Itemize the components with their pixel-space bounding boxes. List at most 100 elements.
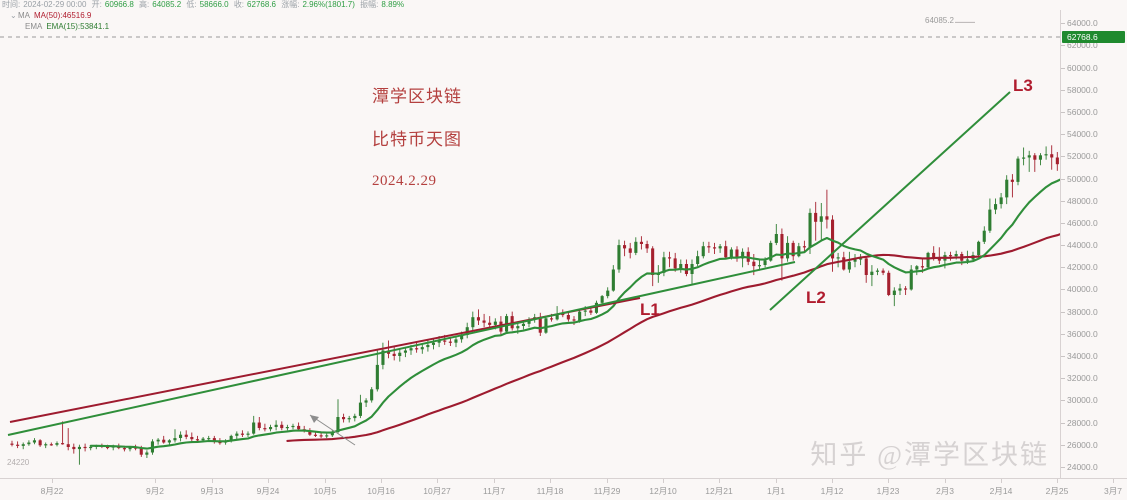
price-tick-label: 46000.0 (1061, 217, 1098, 228)
ema15-value: EMA(15):53841.1 (46, 22, 110, 31)
low-label: 低: (186, 0, 197, 9)
watermark-date: 2024.2.29 (372, 173, 437, 189)
candle-series (10, 145, 1059, 465)
price-tick-label: 60000.0 (1061, 62, 1098, 73)
annotation-arrow-line (309, 414, 356, 446)
amplitude-label: 振幅: (360, 0, 379, 9)
ema-indicator-row[interactable]: EMA EMA(15):53841.1 (25, 22, 109, 32)
date-tick-mark (945, 479, 946, 483)
chart-plot-area[interactable] (0, 10, 1060, 478)
ma-indicator-row[interactable]: ⌄MA MA(50):46516.9 (10, 11, 91, 21)
date-tick-mark (268, 479, 269, 483)
date-tick-mark (381, 479, 382, 483)
center-watermark: 潭学区块链 比特币天图 2024.2.29 (372, 88, 462, 215)
high-price-marker: 64085.2 (925, 16, 954, 25)
price-tick-label: 44000.0 (1061, 240, 1098, 251)
change-value: 2.96%(1801.7) (302, 0, 355, 9)
date-tick-label: 10月5 (313, 486, 337, 496)
price-tick-label: 38000.0 (1061, 306, 1098, 317)
high-value: 64085.2 (152, 0, 182, 9)
date-tick-label: 10月16 (367, 486, 395, 496)
date-tick-label: 12月10 (649, 486, 677, 496)
label-l3: L3 (1013, 76, 1033, 95)
date-tick-label: 2月3 (936, 486, 954, 496)
price-tick-label: 40000.0 (1061, 284, 1098, 295)
price-tick-label: 34000.0 (1061, 351, 1098, 361)
close-value: 62768.6 (247, 0, 276, 9)
date-tick-label: 9月13 (200, 486, 224, 496)
price-tick-label: 42000.0 (1061, 262, 1098, 273)
date-tick-label: 11月29 (593, 486, 621, 496)
price-tick-label: 54000.0 (1061, 129, 1098, 140)
label-l1: L1 (640, 300, 660, 319)
date-tick-label: 9月24 (256, 486, 280, 496)
label-l2: L2 (806, 288, 826, 307)
date-tick-mark (1001, 479, 1002, 483)
date-tick-label: 1月12 (820, 486, 844, 496)
time-value: 2024-02-29 00:00 (23, 0, 87, 9)
date-tick-label: 8月22 (40, 486, 64, 496)
date-tick-label: 3月7 (1104, 486, 1122, 496)
date-tick-mark (776, 479, 777, 483)
ma-group-label: MA (18, 11, 30, 20)
watermark-line-1: 潭学区块链 (372, 87, 462, 106)
date-tick-mark (1057, 479, 1058, 483)
date-tick-label: 1月1 (767, 486, 785, 496)
date-tick-label: 9月2 (146, 486, 164, 496)
date-tick-mark (888, 479, 889, 483)
annotation-arrow-head (310, 415, 319, 423)
price-tick-label: 26000.0 (1061, 439, 1098, 450)
price-tick-label: 62000.0 (1061, 40, 1098, 51)
time-axis[interactable]: 8月22 9月2 9月13 9月24 10月5 10月16 10月27 11月7 11月18 11… (0, 11, 1127, 500)
watermark-line-2: 比特币天图 (372, 130, 462, 149)
ohlc-info-bar: 时间: 2024-02-29 00:00 开: 60966.8 高: 64085.2 … (0, 0, 1127, 10)
date-tick-mark (155, 479, 156, 483)
date-tick-mark (719, 479, 720, 483)
price-tick-label: 48000.0 (1061, 195, 1098, 206)
date-tick-label: 2月25 (1045, 486, 1069, 496)
date-tick-label: 10月27 (423, 486, 451, 496)
date-tick-label: 2月14 (989, 486, 1013, 496)
chevron-down-icon[interactable]: ⌄ (10, 11, 17, 20)
ema15-line (89, 178, 1060, 450)
ma50-value: MA(50):46516.9 (34, 11, 92, 20)
date-tick-mark (325, 479, 326, 483)
price-tick-label: 32000.0 (1061, 373, 1098, 384)
change-label: 涨幅: (281, 0, 300, 9)
price-axis-divider (1060, 11, 1061, 479)
candlestick-svg (0, 21, 1060, 465)
price-tick-label: 28000.0 (1061, 417, 1098, 428)
price-axis[interactable]: 64000.0 62000.0 60000.0 58000.0 56000.0 54000… (1060, 10, 1127, 478)
date-tick-mark (550, 479, 551, 483)
date-tick-label: 12月21 (705, 486, 733, 496)
price-tick-label: 52000.0 (1061, 151, 1098, 162)
ma50-line (286, 233, 1060, 442)
price-tick-label: 58000.0 (1061, 84, 1098, 95)
date-tick-mark (212, 479, 213, 483)
low-price-marker: 24220 (7, 458, 30, 467)
amplitude-value: 8.89% (381, 0, 405, 9)
ema-group-label: EMA (25, 22, 43, 31)
date-tick-mark (832, 479, 833, 483)
close-label: 收: (233, 0, 245, 9)
price-tick-label: 24000.0 (1061, 461, 1098, 472)
price-tick-label: 64000.0 (1061, 18, 1098, 29)
price-tick-label: 36000.0 (1061, 328, 1098, 339)
current-price-badge: 62768.6 (1062, 30, 1125, 43)
high-label: 高: (139, 0, 150, 9)
trendline-l2-l3-green (769, 91, 1011, 311)
open-value: 60966.8 (104, 0, 134, 9)
price-tick-label: 50000.0 (1061, 173, 1098, 184)
date-tick-mark (663, 479, 664, 483)
date-tick-label: 11月18 (536, 486, 564, 496)
time-label: 时间: (2, 0, 21, 9)
price-tick-label: 56000.0 (1061, 107, 1098, 118)
date-tick-mark (494, 479, 495, 483)
date-tick-mark (607, 479, 608, 483)
date-tick-mark (1113, 479, 1114, 483)
date-tick-label: 1月23 (876, 486, 900, 496)
date-tick-mark (52, 479, 53, 483)
price-tick-label: 30000.0 (1061, 395, 1098, 406)
open-label: 开: (91, 0, 102, 9)
